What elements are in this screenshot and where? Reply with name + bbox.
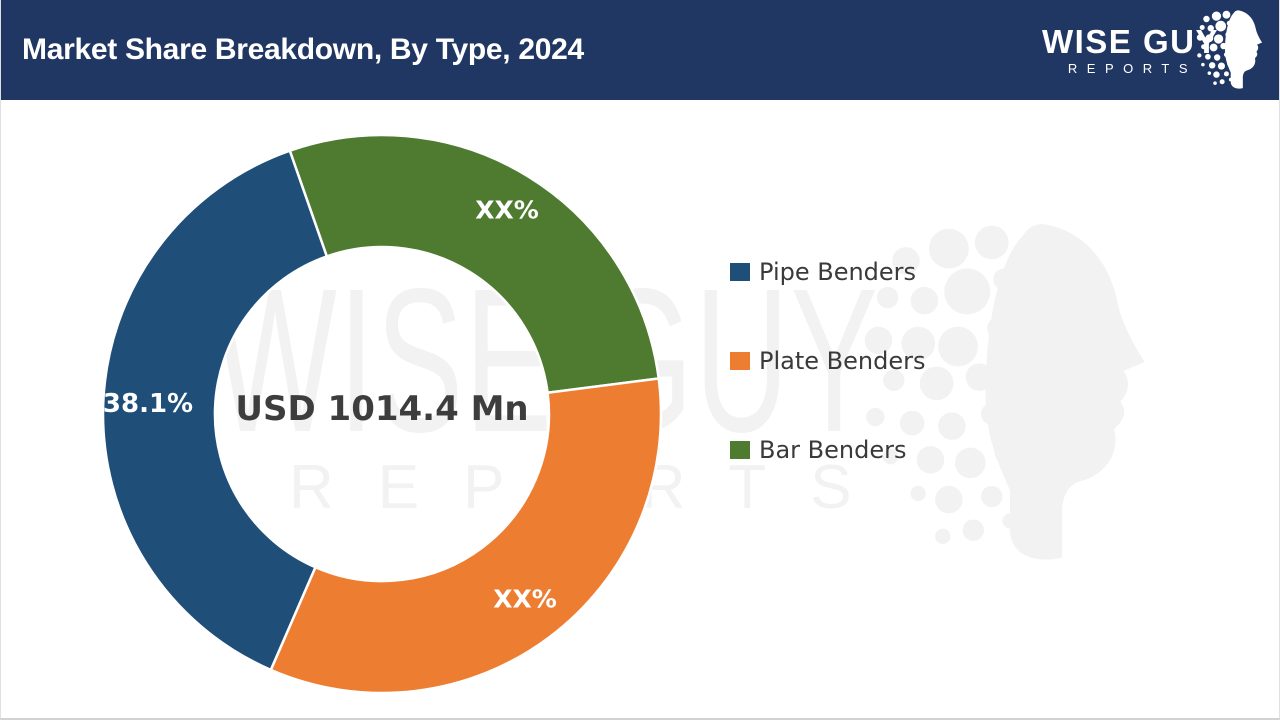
slice-bar-benders <box>288 133 660 395</box>
legend-label: Pipe Benders <box>759 258 917 286</box>
legend-swatch-pipe-benders <box>730 263 750 281</box>
data-label-pipe-benders: 38.1% <box>102 389 194 419</box>
logo-subtext: REPORTS <box>1067 60 1198 76</box>
page-title: Market Share Breakdown, By Type, 2024 <box>22 33 584 66</box>
legend-swatch-bar-benders <box>730 441 750 459</box>
data-label-bar-benders: XX% <box>475 195 539 225</box>
donut-center-value: USD 1014.4 Mn <box>235 389 529 429</box>
wiseguy-logo: WISE GUY REPORTS <box>1042 9 1267 91</box>
donut-svg <box>101 133 663 695</box>
donut-chart: XX% 38.1% XX% USD 1014.4 Mn <box>101 133 663 695</box>
data-label-plate-benders: XX% <box>493 584 557 614</box>
legend-item-pipe-benders: Pipe Benders <box>730 258 925 286</box>
legend-item-bar-benders: Bar Benders <box>730 436 925 464</box>
legend-label: Plate Benders <box>759 347 926 375</box>
slice-pipe-benders <box>101 149 329 672</box>
slice-plate-benders <box>269 377 663 695</box>
legend-label: Bar Benders <box>759 436 907 464</box>
header: Market Share Breakdown, By Type, 2024 WI… <box>1 0 1279 100</box>
logo-wordmark: WISE GUY <box>1041 22 1219 60</box>
legend: Pipe Benders Plate Benders Bar Benders <box>730 258 926 464</box>
legend-item-plate-benders: Plate Benders <box>730 347 926 375</box>
legend-swatch-plate-benders <box>730 352 750 370</box>
